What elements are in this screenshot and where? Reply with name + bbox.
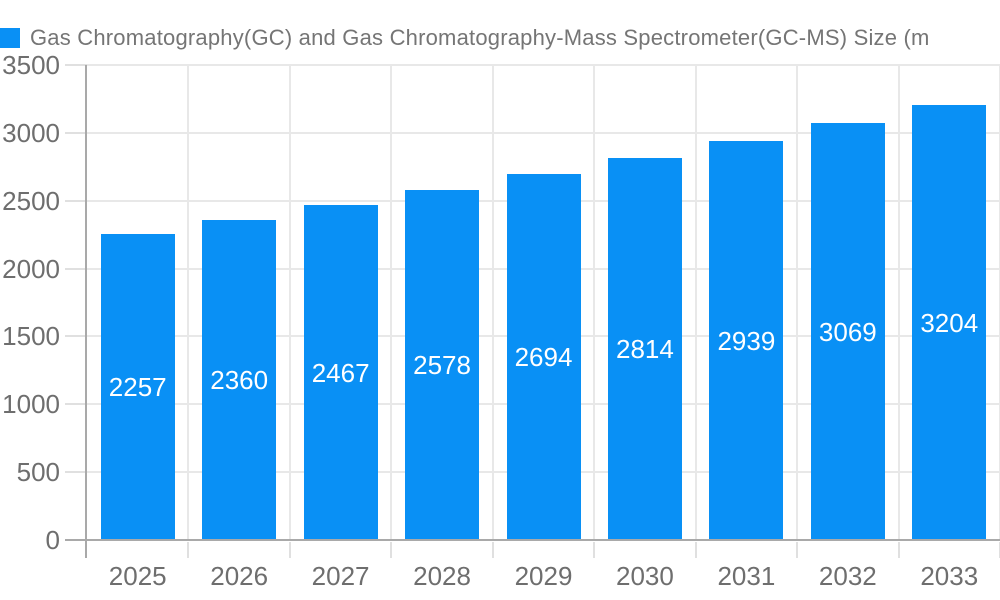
x-axis-tick — [187, 542, 190, 558]
y-axis-tick-label: 2500 — [2, 185, 60, 216]
legend-swatch-icon — [0, 28, 20, 48]
x-axis-tick-label: 2033 — [920, 561, 979, 591]
x-axis-tick-label: 2029 — [514, 561, 573, 591]
x-gridline — [897, 65, 900, 540]
x-axis-tick — [796, 542, 799, 558]
bar-2028[interactable] — [405, 190, 480, 539]
x-gridline — [288, 65, 291, 540]
bar-2033[interactable] — [912, 105, 987, 539]
x-gridline — [694, 65, 697, 540]
x-gridline — [593, 65, 596, 540]
x-gridline — [491, 65, 494, 540]
legend-series-label: Gas Chromatography(GC) and Gas Chromatog… — [30, 25, 930, 50]
y-axis-tick-label: 500 — [16, 457, 60, 488]
y-axis-tick-label: 3000 — [2, 117, 60, 148]
x-axis-tick-label: 2027 — [311, 561, 370, 591]
y-axis-tick-label: 1000 — [2, 389, 60, 420]
y-axis-tick — [65, 403, 87, 406]
x-gridline — [390, 65, 393, 540]
bar-value-label: 2467 — [311, 357, 370, 388]
x-axis-tick — [288, 542, 291, 558]
y-axis-tick — [65, 199, 87, 202]
y-axis-tick-label: 2000 — [2, 253, 60, 284]
y-axis-tick — [65, 335, 87, 338]
x-axis-tick — [491, 542, 494, 558]
x-axis-tick-label: 2031 — [717, 561, 776, 591]
bar-2027[interactable] — [303, 205, 378, 539]
bar-2030[interactable] — [607, 158, 682, 539]
bar-value-label: 3069 — [818, 316, 877, 347]
bar-value-label: 2578 — [413, 350, 471, 381]
chart-legend[interactable]: Gas Chromatography(GC) and Gas Chromatog… — [0, 24, 930, 52]
y-axis-tick — [65, 267, 87, 270]
y-axis-tick-label: 0 — [45, 525, 60, 555]
bar-2025[interactable] — [100, 233, 175, 539]
y-gridline — [87, 64, 1000, 66]
x-axis-tick — [897, 542, 900, 558]
y-axis-tick-label: 3500 — [2, 50, 60, 80]
x-axis-tick-label: 2030 — [616, 561, 674, 591]
x-axis-tick — [390, 542, 393, 558]
x-axis-line — [65, 539, 1000, 541]
x-axis-tick-label: 2026 — [210, 561, 269, 591]
x-axis-tick — [593, 542, 596, 558]
y-gridline — [87, 131, 1000, 134]
y-axis-tick — [65, 471, 87, 474]
x-gridline — [187, 65, 190, 540]
y-axis-line — [85, 65, 87, 558]
bar-value-label: 2360 — [210, 364, 269, 395]
x-gridline — [796, 65, 799, 540]
y-axis-tick — [65, 64, 87, 66]
x-axis-tick-label: 2025 — [108, 561, 167, 591]
bar-value-label: 2257 — [108, 371, 167, 402]
bar-2026[interactable] — [202, 219, 277, 539]
bar-value-label: 2814 — [616, 334, 674, 365]
bar-2032[interactable] — [810, 123, 885, 539]
bar-2031[interactable] — [709, 141, 784, 539]
bar-value-label: 2694 — [514, 342, 573, 373]
bar-value-label: 3204 — [920, 307, 979, 338]
y-axis-tick — [65, 131, 87, 134]
bar-value-label: 2939 — [717, 325, 776, 356]
x-axis-tick-label: 2028 — [413, 561, 471, 591]
y-axis-tick-label: 1500 — [2, 321, 60, 352]
x-axis-tick — [694, 542, 697, 558]
bar-2029[interactable] — [506, 174, 581, 539]
x-axis-tick-label: 2032 — [818, 561, 877, 591]
